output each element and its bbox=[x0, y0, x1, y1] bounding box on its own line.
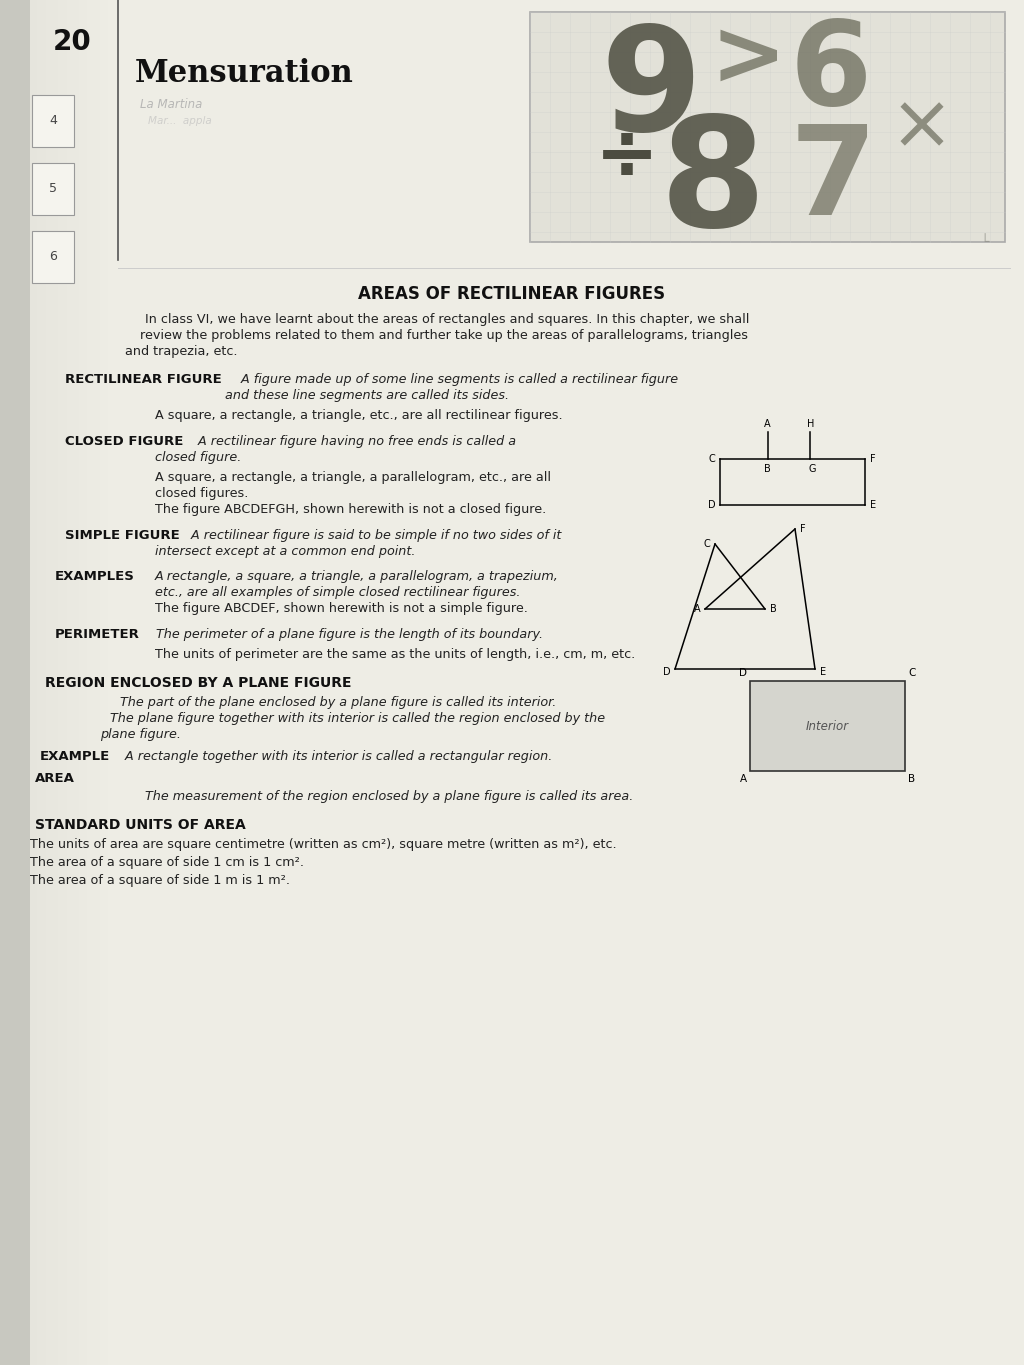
Text: EXAMPLES: EXAMPLES bbox=[55, 571, 135, 583]
Text: The perimeter of a plane figure is the length of its boundary.: The perimeter of a plane figure is the l… bbox=[148, 628, 543, 642]
Bar bbox=[32, 162, 74, 216]
Bar bbox=[750, 681, 905, 771]
Text: A square, a rectangle, a triangle, a parallelogram, etc., are all: A square, a rectangle, a triangle, a par… bbox=[155, 471, 551, 485]
Text: intersect except at a common end point.: intersect except at a common end point. bbox=[155, 545, 416, 558]
Bar bbox=[32, 96, 74, 147]
Text: 7: 7 bbox=[790, 120, 877, 242]
Text: The measurement of the region enclosed by a plane figure is called its area.: The measurement of the region enclosed b… bbox=[145, 790, 633, 803]
Text: plane figure.: plane figure. bbox=[100, 728, 181, 741]
Text: CLOSED FIGURE: CLOSED FIGURE bbox=[65, 435, 183, 448]
Text: and trapezia, etc.: and trapezia, etc. bbox=[125, 345, 238, 358]
Text: F: F bbox=[800, 524, 806, 534]
Text: A: A bbox=[764, 419, 770, 429]
Text: The figure ABCDEFGH, shown herewith is not a closed figure.: The figure ABCDEFGH, shown herewith is n… bbox=[155, 502, 546, 516]
Text: SIMPLE FIGURE: SIMPLE FIGURE bbox=[65, 530, 180, 542]
Text: Mar...  appla: Mar... appla bbox=[148, 116, 212, 126]
Text: └: └ bbox=[981, 235, 989, 248]
Text: A: A bbox=[693, 603, 700, 614]
Text: 6: 6 bbox=[790, 15, 872, 130]
Text: 6: 6 bbox=[49, 251, 57, 263]
Text: AREAS OF RECTILINEAR FIGURES: AREAS OF RECTILINEAR FIGURES bbox=[358, 285, 666, 303]
Bar bbox=[530, 12, 1005, 242]
Text: 4: 4 bbox=[49, 115, 57, 127]
Text: closed figures.: closed figures. bbox=[155, 487, 249, 500]
Text: La Martina: La Martina bbox=[140, 98, 203, 111]
Text: PERIMETER: PERIMETER bbox=[55, 628, 140, 642]
Text: ÷: ÷ bbox=[595, 120, 659, 194]
Text: review the problems related to them and further take up the areas of parallelogr: review the problems related to them and … bbox=[140, 329, 748, 343]
Text: B: B bbox=[764, 464, 770, 474]
Text: F: F bbox=[870, 455, 876, 464]
Text: ×: × bbox=[890, 90, 954, 164]
Text: The area of a square of side 1 cm is 1 cm².: The area of a square of side 1 cm is 1 c… bbox=[30, 856, 304, 870]
Text: A rectilinear figure is said to be simple if no two sides of it: A rectilinear figure is said to be simpl… bbox=[183, 530, 561, 542]
Text: E: E bbox=[870, 500, 877, 511]
Text: 20: 20 bbox=[52, 29, 91, 56]
Text: 8: 8 bbox=[660, 111, 766, 259]
Bar bbox=[32, 231, 74, 283]
Text: A rectangle, a square, a triangle, a parallelogram, a trapezium,: A rectangle, a square, a triangle, a par… bbox=[155, 571, 559, 583]
Text: AREA: AREA bbox=[35, 773, 75, 785]
Text: REGION ENCLOSED BY A PLANE FIGURE: REGION ENCLOSED BY A PLANE FIGURE bbox=[45, 676, 351, 689]
Text: The area of a square of side 1 m is 1 m².: The area of a square of side 1 m is 1 m²… bbox=[30, 874, 290, 887]
Text: Interior: Interior bbox=[806, 719, 849, 733]
Text: >: > bbox=[710, 15, 785, 102]
Text: A square, a rectangle, a triangle, etc., are all rectilinear figures.: A square, a rectangle, a triangle, etc.,… bbox=[155, 410, 562, 422]
Text: In class VI, we have learnt about the areas of rectangles and squares. In this c: In class VI, we have learnt about the ar… bbox=[145, 313, 750, 326]
Text: D: D bbox=[739, 667, 746, 678]
Text: etc., are all examples of simple closed rectilinear figures.: etc., are all examples of simple closed … bbox=[155, 586, 520, 599]
Text: The part of the plane enclosed by a plane figure is called its interior.: The part of the plane enclosed by a plan… bbox=[120, 696, 556, 708]
Text: 5: 5 bbox=[49, 183, 57, 195]
Text: The units of perimeter are the same as the units of length, i.e., cm, m, etc.: The units of perimeter are the same as t… bbox=[155, 648, 635, 661]
Text: A: A bbox=[740, 774, 746, 784]
Text: C: C bbox=[908, 667, 915, 678]
Text: B: B bbox=[770, 603, 776, 614]
Text: The figure ABCDEF, shown herewith is not a simple figure.: The figure ABCDEF, shown herewith is not… bbox=[155, 602, 528, 616]
Text: and these line segments are called its sides.: and these line segments are called its s… bbox=[225, 389, 509, 403]
Text: The units of area are square centimetre (written as cm²), square metre (written : The units of area are square centimetre … bbox=[30, 838, 616, 850]
Text: EXAMPLE: EXAMPLE bbox=[40, 749, 111, 763]
Text: D: D bbox=[664, 667, 671, 677]
Text: G: G bbox=[808, 464, 816, 474]
Text: C: C bbox=[709, 455, 716, 464]
Text: C: C bbox=[703, 539, 711, 549]
Text: Mensuration: Mensuration bbox=[135, 57, 354, 89]
Text: closed figure.: closed figure. bbox=[155, 450, 242, 464]
Text: H: H bbox=[807, 419, 815, 429]
Text: A rectangle together with its interior is called a rectangular region.: A rectangle together with its interior i… bbox=[117, 749, 552, 763]
Text: E: E bbox=[820, 667, 826, 677]
Text: STANDARD UNITS OF AREA: STANDARD UNITS OF AREA bbox=[35, 818, 246, 833]
Text: B: B bbox=[908, 774, 915, 784]
Text: A rectilinear figure having no free ends is called a: A rectilinear figure having no free ends… bbox=[190, 435, 516, 448]
Text: The plane figure together with its interior is called the region enclosed by the: The plane figure together with its inter… bbox=[110, 713, 605, 725]
Text: D: D bbox=[709, 500, 716, 511]
Text: RECTILINEAR FIGURE: RECTILINEAR FIGURE bbox=[65, 373, 222, 386]
Text: 9: 9 bbox=[600, 20, 701, 161]
Text: A figure made up of some line segments is called a rectilinear figure: A figure made up of some line segments i… bbox=[233, 373, 678, 386]
